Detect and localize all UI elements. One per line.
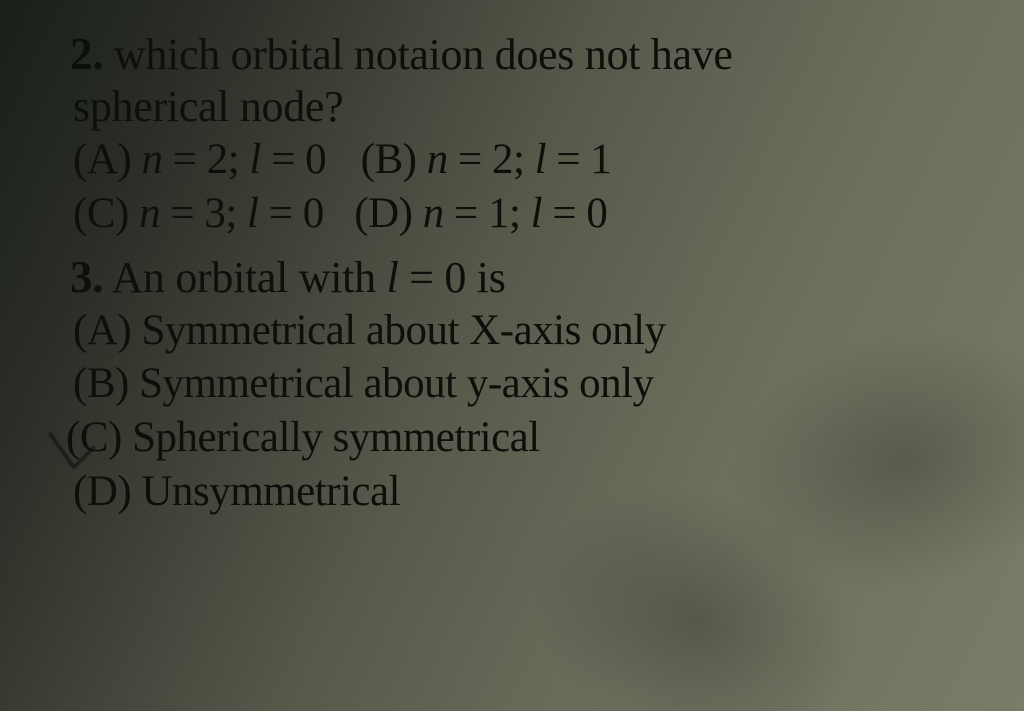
q3-optA: (A) Symmetrical about X-axis only [73,304,984,358]
q2-optA-var-n: n [141,136,162,183]
q2-optD-label: (D) [354,190,412,237]
page: 2. which orbital notaion does not have s… [0,0,1024,711]
q2-optC-eq1: = 3; [170,190,236,237]
q2-optC-label: (C) [73,190,129,237]
q3-var: l [387,253,399,302]
q2-optC-var-l: l [247,190,258,237]
q2-optA-label: (A) [73,136,131,183]
q2-optB-var-n: n [427,136,448,183]
q3-optD-text: Unsymmetrical [141,468,400,515]
q3-text-b: is [477,253,506,302]
q3-line: 3. An orbital with l = 0 is [70,251,984,304]
q2-line1: 2. which orbital notaion does not have [70,28,984,81]
q2-optD-eq1: = 1; [454,190,520,237]
q2-optB-label: (B) [361,136,417,183]
q3-optB-text: Symmetrical about y-axis only [139,360,654,407]
q3-optA-text: Symmetrical about X-axis only [141,307,665,354]
question-2: 2. which orbital notaion does not have s… [70,28,984,241]
q2-optA-var-l: l [249,136,260,183]
q2-options-row1: (A) n = 2; l = 0 (B) n = 2; l = 1 [73,133,984,187]
question-3: 3. An orbital with l = 0 is (A) Symmetri… [70,251,984,519]
q2-optB-eq2: = 1 [556,136,611,183]
q2-text-line1: which orbital notaion does not have [114,30,733,79]
q3-optC-label: (C) [66,414,122,461]
q3-number: 3. [70,252,103,302]
q2-optA-eq2: = 0 [271,136,326,183]
q2-optB-eq1: = 2; [458,136,524,183]
q2-number: 2. [70,29,103,79]
q2-text-line2: spherical node? [73,81,984,133]
q2-options-row2: (C) n = 3; l = 0 (D) n = 1; l = 0 [73,187,984,241]
q2-optD-eq2: = 0 [552,190,607,237]
q3-optA-label: (A) [73,307,131,354]
q3-optD-label: (D) [73,468,131,515]
q2-optD-var-l: l [531,190,542,237]
q2-optB-var-l: l [535,136,546,183]
q3-optD: (D) Unsymmetrical [73,465,984,519]
q2-optC-var-n: n [139,190,160,237]
q3-optB: (B) Symmetrical about y-axis only [73,357,984,411]
q2-optC-eq2: = 0 [269,190,324,237]
q2-optA-eq1: = 2; [173,136,239,183]
q3-eq: = 0 [409,253,466,302]
q3-optC-text: Spherically symmetrical [132,414,540,461]
q3-optC: (C) Spherically symmetrical [66,411,984,465]
q3-text-a: An orbital with [111,253,375,302]
q3-optB-label: (B) [73,360,129,407]
q2-optD-var-n: n [423,190,444,237]
